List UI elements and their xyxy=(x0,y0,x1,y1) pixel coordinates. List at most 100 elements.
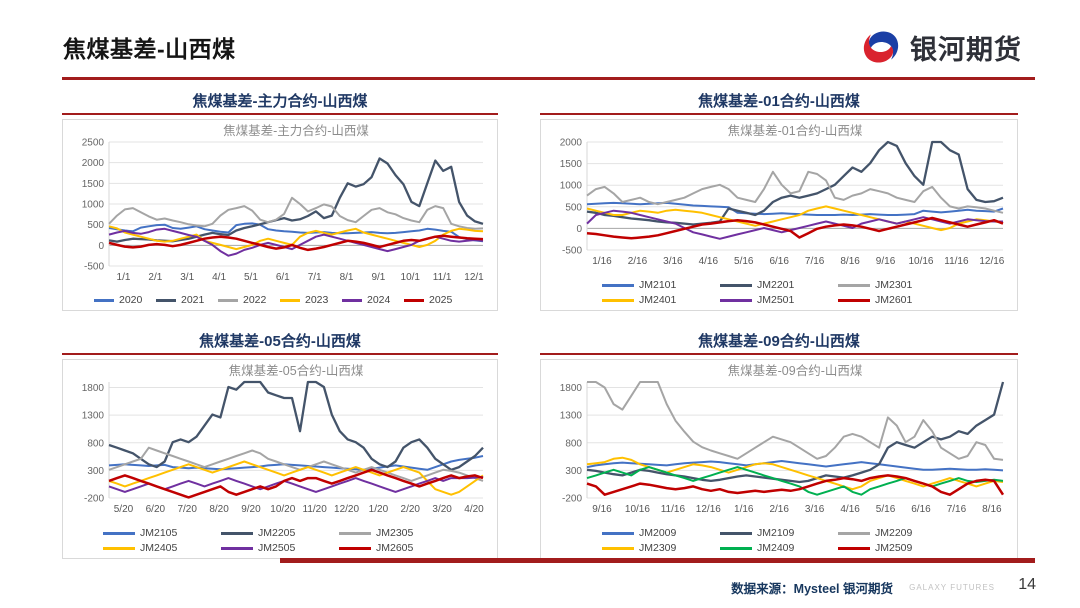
chart-05-contract: 焦煤基差-05合约-山西煤 1800 1300 800 300 -200 5/20 6/20 7… xyxy=(62,359,498,559)
legend-swatch xyxy=(838,531,870,535)
x-tick-label: 4/16 xyxy=(840,504,860,515)
legend-label: JM2501 xyxy=(757,294,795,306)
panel-01-contract: 焦煤基差-01合约-山西煤 焦煤基差-01合约-山西煤 2000 1500 1000 5… xyxy=(540,90,1018,311)
y-tick-label: 2000 xyxy=(560,138,583,149)
x-tick-label: 1/20 xyxy=(369,504,389,515)
series-JM2209-line xyxy=(587,381,1004,461)
y-tick-label: -200 xyxy=(84,494,104,505)
x-tick-label: 9/20 xyxy=(241,504,261,515)
panel-title-underline xyxy=(540,353,1018,355)
x-tick-label: 6/20 xyxy=(146,504,166,515)
y-tick-label: -200 xyxy=(562,494,582,505)
y-tick-label: -500 xyxy=(562,246,582,257)
legend-label: JM2601 xyxy=(875,294,913,306)
series-JM2201-line xyxy=(586,140,1004,226)
legend-label: JM2201 xyxy=(757,279,795,291)
x-tick-label: 5/16 xyxy=(876,504,896,515)
legend-item-JM2309: JM2309 xyxy=(602,542,720,554)
footer-accent-bar xyxy=(280,558,1035,563)
legend-swatch xyxy=(103,546,135,550)
y-tick-label: 0 xyxy=(98,241,104,252)
panel-title-05: 焦煤基差-05合约-山西煤 xyxy=(199,333,361,350)
legend-item-JM2509: JM2509 xyxy=(838,542,956,554)
legend-swatch xyxy=(404,298,424,302)
x-tick-label: 3/1 xyxy=(180,272,194,283)
y-tick-label: 1000 xyxy=(82,200,105,211)
plot-area: 焦煤基差-01合约-山西煤 2000 1500 1000 500 0 -500 1/16 2/1… xyxy=(560,123,1005,267)
legend-label: JM2409 xyxy=(757,542,795,554)
legend-label: JM2009 xyxy=(639,527,677,539)
series-JM2601-line xyxy=(586,216,1004,240)
legend-row: JM2101 JM2201 JM2301 xyxy=(602,279,956,291)
legend-item-2020: 2020 xyxy=(94,294,156,306)
legend-label: JM2209 xyxy=(875,527,913,539)
legend-label: JM2505 xyxy=(258,542,296,554)
legend-swatch xyxy=(720,283,752,287)
legend-label: 2022 xyxy=(243,294,267,306)
legend-item-2022: 2022 xyxy=(218,294,280,306)
legend-label: JM2305 xyxy=(376,527,414,539)
legend-item-JM2605: JM2605 xyxy=(339,542,457,554)
y-tick-label: 1300 xyxy=(560,411,583,422)
legend-label: 2023 xyxy=(305,294,329,306)
y-tick-label: 0 xyxy=(576,224,582,235)
panel-title-01: 焦煤基差-01合约-山西煤 xyxy=(698,93,860,110)
legend-item-JM2205: JM2205 xyxy=(221,527,339,539)
legend-item-JM2109: JM2109 xyxy=(720,527,838,539)
y-tick-label: 300 xyxy=(565,466,582,477)
legend: 2020 2021 2022 2023 2024 2025 xyxy=(63,294,497,306)
series-2025-line xyxy=(108,234,484,252)
x-tick-label: 2/16 xyxy=(769,504,789,515)
x-tick-label: 11/1 xyxy=(433,272,452,283)
legend-swatch xyxy=(221,546,253,550)
chart-01-contract: 焦煤基差-01合约-山西煤 2000 1500 1000 500 0 -500 1/16 2/1… xyxy=(540,119,1018,311)
x-tick-label: 11/16 xyxy=(661,504,686,515)
series-JM2105-line xyxy=(108,455,484,471)
legend-label: JM2605 xyxy=(376,542,414,554)
legend-row: JM2309 JM2409 JM2509 xyxy=(602,542,956,554)
legend-item-JM2009: JM2009 xyxy=(602,527,720,539)
chart-inner-title: 焦煤基差-05合约-山西煤 xyxy=(229,363,364,378)
legend-swatch xyxy=(221,531,253,535)
legend-swatch xyxy=(838,546,870,550)
legend-swatch xyxy=(218,298,238,302)
x-tick-label: 5/16 xyxy=(734,256,754,267)
legend-swatch xyxy=(720,531,752,535)
panel-05-contract: 焦煤基差-05合约-山西煤 焦煤基差-05合约-山西煤 1800 1300 800 30… xyxy=(62,330,498,559)
legend-swatch xyxy=(339,546,371,550)
x-tick-label: 1/16 xyxy=(734,504,754,515)
x-tick-label: 5/1 xyxy=(244,272,258,283)
legend-label: 2025 xyxy=(429,294,453,306)
x-tick-label: 4/1 xyxy=(212,272,226,283)
legend-label: JM2301 xyxy=(875,279,913,291)
legend-swatch xyxy=(339,531,371,535)
series-JM2101-line xyxy=(586,201,1004,216)
panel-title-underline xyxy=(62,353,498,355)
chart-inner-title: 焦煤基差-01合约-山西煤 xyxy=(728,123,863,138)
legend-label: JM2405 xyxy=(140,542,178,554)
x-tick-label: 9/16 xyxy=(876,256,896,267)
x-tick-label: 1/16 xyxy=(592,256,612,267)
page-title: 焦煤基差-山西煤 xyxy=(63,36,236,62)
plot-area: 焦煤基差-05合约-山西煤 1800 1300 800 300 -200 5/20 6/20 7… xyxy=(82,363,484,515)
legend-item-JM2209: JM2209 xyxy=(838,527,956,539)
legend-item-JM2601: JM2601 xyxy=(838,294,956,306)
y-tick-label: 1800 xyxy=(82,383,105,394)
series-2023-line xyxy=(108,225,484,251)
x-tick-label: 3/16 xyxy=(663,256,683,267)
legend-label: 2020 xyxy=(119,294,143,306)
x-tick-label: 3/16 xyxy=(805,504,825,515)
x-tick-label: 2/16 xyxy=(628,256,648,267)
x-tick-label: 11/16 xyxy=(944,256,969,267)
logo-text: 银河期货 xyxy=(910,34,1022,65)
legend-label: JM2401 xyxy=(639,294,677,306)
chart-inner-title: 焦煤基差-09合约-山西煤 xyxy=(728,363,863,378)
x-tick-label: 12/1 xyxy=(464,272,484,283)
legend-swatch xyxy=(602,531,634,535)
y-tick-label: 1500 xyxy=(82,179,105,190)
x-tick-label: 12/16 xyxy=(979,256,1004,267)
legend: JM2105 JM2205 JM2305 JM2405 JM2505 JM2605 xyxy=(63,527,497,554)
legend-swatch xyxy=(838,298,870,302)
x-tick-label: 7/20 xyxy=(177,504,197,515)
